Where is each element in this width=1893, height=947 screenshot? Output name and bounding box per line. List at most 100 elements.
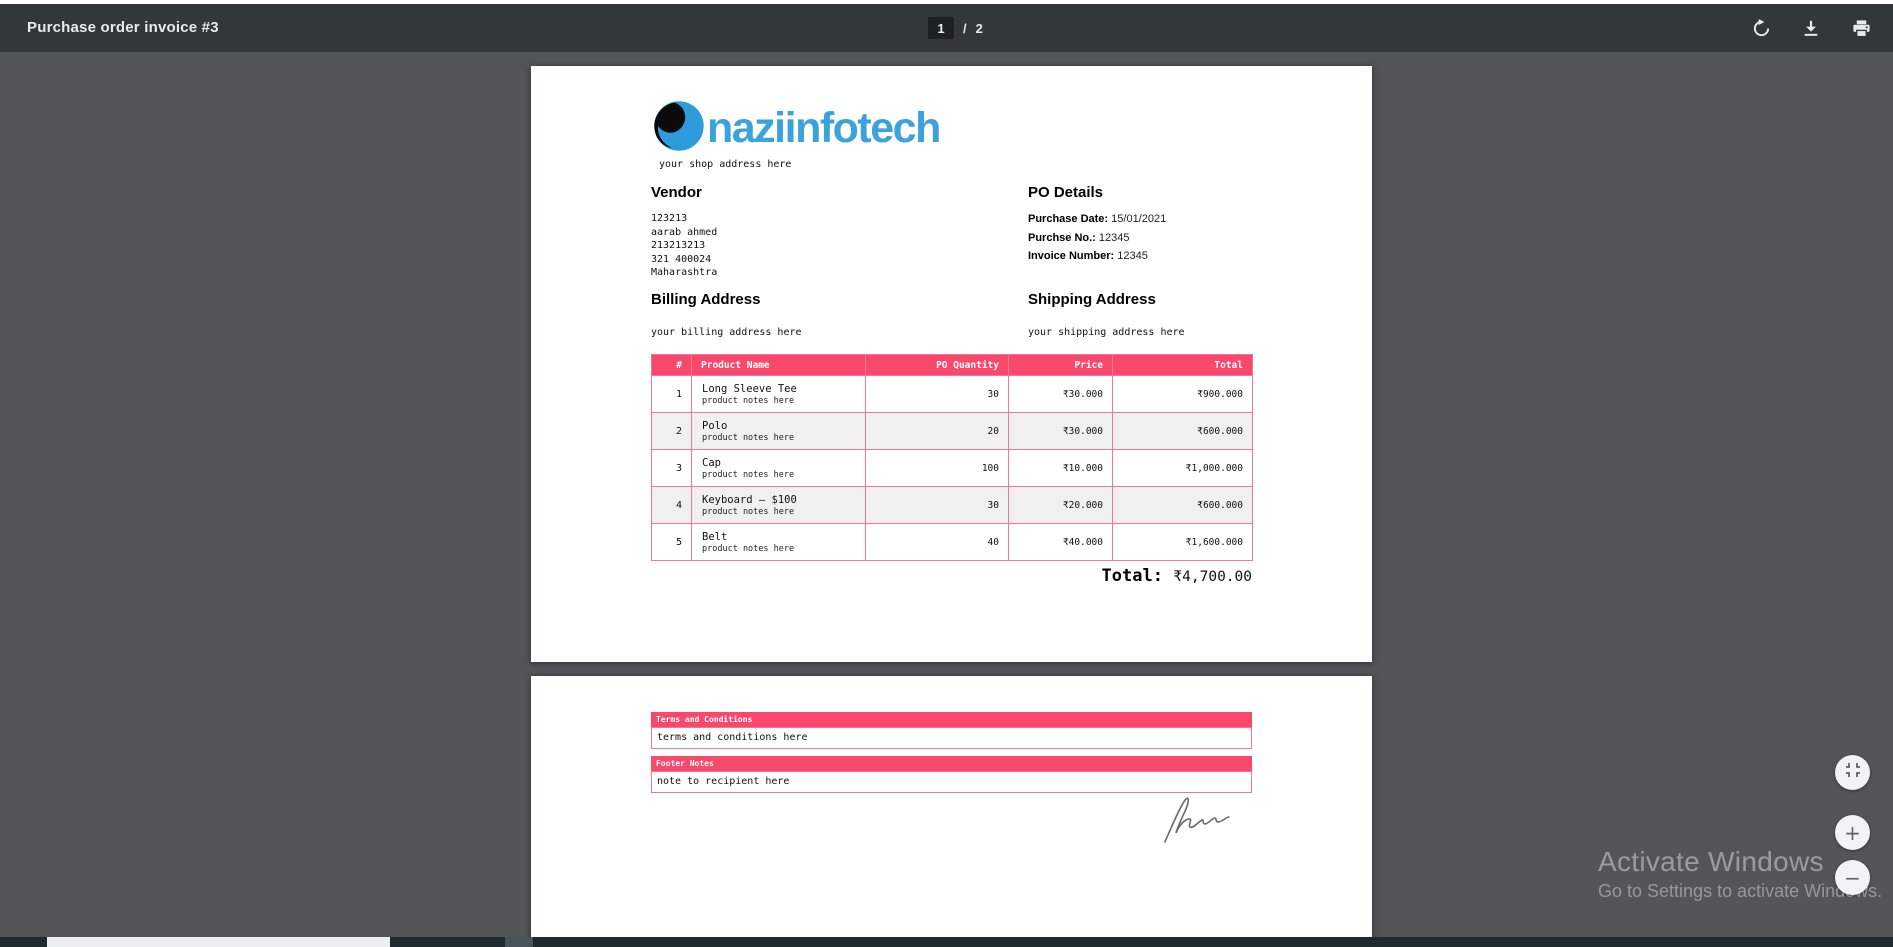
print-button[interactable] (1846, 13, 1876, 43)
po-field-purchase-no: Purchse No.: 12345 (1028, 232, 1166, 244)
row-total: ₹1,600.000 (1112, 523, 1253, 561)
print-icon (1852, 19, 1871, 38)
row-product: Keyboard – $100 product notes here (691, 486, 866, 524)
row-price: ₹20.000 (1008, 486, 1113, 524)
browser-top-strip (0, 0, 1893, 4)
row-num: 3 (651, 449, 692, 487)
footer-notes-heading: Footer Notes (651, 756, 1252, 771)
page-total: 2 (975, 20, 983, 36)
minus-icon: − (1844, 865, 1861, 890)
product-name: Cap (702, 456, 721, 469)
po-details-heading: PO Details (1028, 184, 1104, 201)
table-row: 2 Polo product notes here 20 ₹30.000 ₹60… (651, 412, 1253, 450)
shop-name: naziinfotech (707, 104, 941, 152)
vendor-details: 123213 aarab ahmed 213213213 321 400024 … (651, 212, 717, 280)
total-label: Total: (1101, 566, 1163, 586)
logo-icon (653, 100, 705, 157)
po-field-purchase-date: Purchase Date: 15/01/2021 (1028, 213, 1166, 225)
document-title: Purchase order invoice #3 (27, 19, 219, 36)
product-name: Polo (702, 419, 728, 432)
row-price: ₹30.000 (1008, 412, 1113, 450)
billing-heading: Billing Address (651, 291, 761, 308)
table-row: 5 Belt product notes here 40 ₹40.000 ₹1,… (651, 523, 1253, 561)
row-qty: 40 (865, 523, 1009, 561)
zoom-out-button[interactable]: − (1835, 860, 1870, 895)
fit-to-page-icon (1845, 762, 1861, 783)
download-icon (1802, 19, 1820, 37)
row-num: 2 (651, 412, 692, 450)
po-field-label: Purchase Date: (1028, 213, 1109, 225)
pdf-page-2: Terms and Conditions terms and condition… (531, 676, 1372, 947)
download-button[interactable] (1796, 13, 1826, 43)
vendor-line: Maharashtra (651, 267, 718, 278)
row-total: ₹1,000.000 (1112, 449, 1253, 487)
po-field-value: 15/01/2021 (1111, 213, 1167, 225)
row-total: ₹600.000 (1112, 412, 1253, 450)
scrollbar-corner (505, 937, 533, 947)
col-header-total: Total (1112, 354, 1253, 376)
product-notes: product notes here (702, 506, 795, 517)
table-row: 3 Cap product notes here 100 ₹10.000 ₹1,… (651, 449, 1253, 487)
fit-to-page-button[interactable] (1835, 755, 1870, 790)
rotate-button[interactable] (1746, 13, 1776, 43)
row-product: Polo product notes here (691, 412, 866, 450)
row-price: ₹40.000 (1008, 523, 1113, 561)
items-table: # Product Name PO Quantity Price Total 1… (651, 354, 1253, 561)
shipping-heading: Shipping Address (1028, 291, 1156, 308)
row-num: 4 (651, 486, 692, 524)
invoice-total: Total: ₹4,700.00 (651, 566, 1252, 586)
horizontal-scrollbar[interactable] (0, 937, 1893, 947)
product-name: Long Sleeve Tee (702, 382, 797, 395)
vendor-line: 213213213 (651, 240, 706, 251)
po-field-invoice-number: Invoice Number: 12345 (1028, 250, 1166, 262)
page-separator: / (963, 20, 967, 36)
po-field-value: 12345 (1117, 250, 1148, 262)
vendor-line: 123213 (651, 213, 688, 224)
row-total: ₹900.000 (1112, 375, 1253, 413)
po-details-fields: Purchase Date: 15/01/2021 Purchse No.: 1… (1028, 213, 1166, 269)
zoom-in-button[interactable]: + (1835, 815, 1870, 850)
shop-logo: naziinfotech (653, 100, 941, 157)
plus-icon: + (1844, 820, 1861, 845)
po-field-value: 12345 (1098, 231, 1130, 244)
footer-notes-text: note to recipient here (651, 771, 1252, 793)
billing-address: your billing address here (651, 327, 802, 338)
rotate-icon (1752, 18, 1771, 38)
total-value: ₹4,700.00 (1173, 569, 1252, 585)
product-notes: product notes here (702, 432, 795, 443)
row-qty: 100 (865, 449, 1009, 487)
product-notes: product notes here (702, 543, 795, 554)
vendor-line: aarab ahmed (651, 226, 718, 238)
col-header-num: # (651, 354, 692, 376)
row-product: Cap product notes here (691, 449, 866, 487)
product-notes: product notes here (702, 395, 795, 406)
pdf-page-1: naziinfotech your shop address here Vend… (531, 66, 1372, 662)
product-name: Keyboard – $100 (702, 493, 797, 506)
page-number-input[interactable] (928, 17, 954, 39)
col-header-name: Product Name (691, 354, 866, 376)
row-product: Long Sleeve Tee product notes here (691, 375, 866, 413)
row-num: 5 (651, 523, 692, 561)
vendor-heading: Vendor (651, 184, 702, 201)
terms-text: terms and conditions here (651, 727, 1252, 749)
toolbar-actions (1746, 4, 1876, 52)
row-qty: 20 (865, 412, 1009, 450)
po-field-label: Purchse No.: (1028, 231, 1096, 244)
vendor-line: 321 400024 (651, 253, 712, 265)
horizontal-scrollbar-thumb[interactable] (47, 937, 390, 947)
page-counter: / 2 (928, 4, 983, 52)
product-name: Belt (702, 530, 728, 543)
row-qty: 30 (865, 375, 1009, 413)
shop-address: your shop address here (659, 159, 792, 170)
col-header-price: Price (1008, 354, 1113, 376)
col-header-qty: PO Quantity (865, 354, 1009, 376)
po-field-label: Invoice Number: (1028, 250, 1115, 262)
table-row: 1 Long Sleeve Tee product notes here 30 … (651, 375, 1253, 413)
row-qty: 30 (865, 486, 1009, 524)
signature-image (1159, 794, 1241, 851)
product-notes: product notes here (702, 469, 795, 480)
row-total: ₹600.000 (1112, 486, 1253, 524)
terms-heading: Terms and Conditions (651, 712, 1252, 727)
row-num: 1 (651, 375, 692, 413)
